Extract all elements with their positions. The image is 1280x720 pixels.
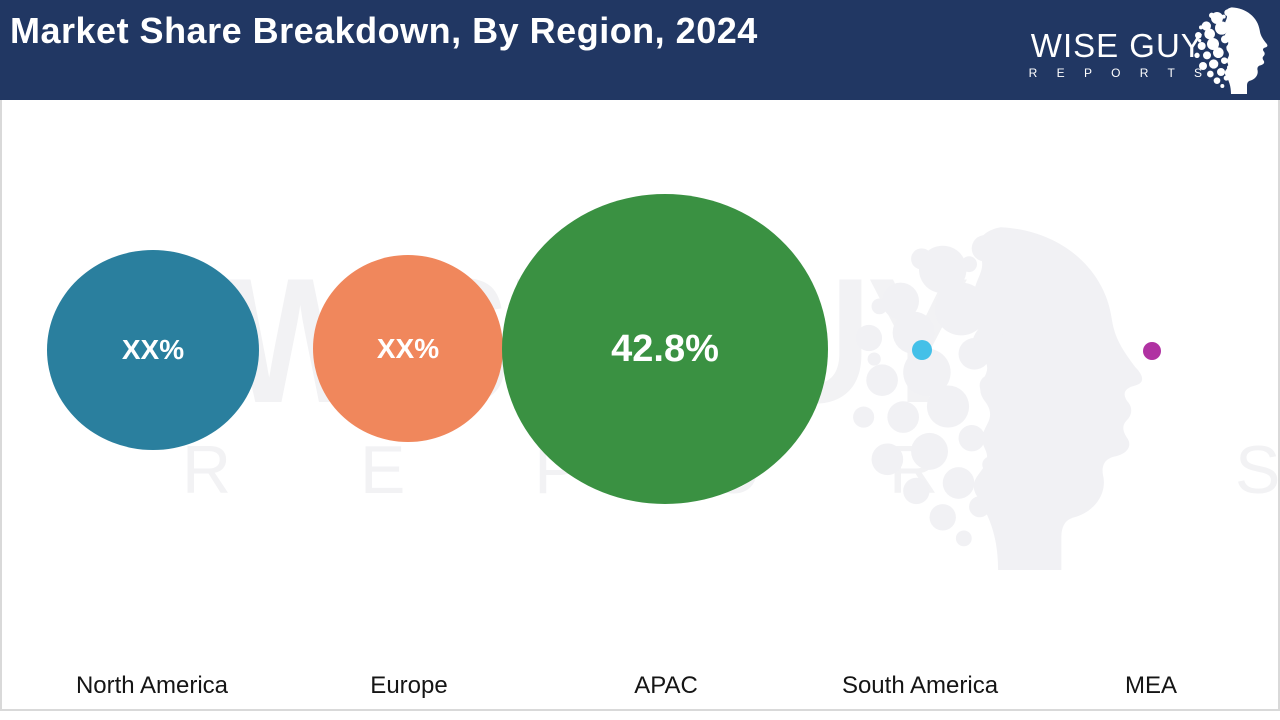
page-title: Market Share Breakdown, By Region, 2024 <box>10 10 758 51</box>
bubble-label-apac: 42.8% <box>611 327 719 370</box>
category-label-south-america: South America <box>841 672 999 699</box>
category-label-north-america: North America <box>75 672 229 699</box>
bubble-label-north-america: XX% <box>121 334 185 365</box>
category-label-europe: Europe <box>370 672 448 699</box>
category-label-apac: APAC <box>634 672 698 699</box>
bubble-europe: XX% <box>313 255 503 442</box>
brand-logo: WISE GUY R E P O R T S <box>1025 4 1274 96</box>
wise-guy-head-icon <box>1194 7 1268 94</box>
brand-name: WISE GUY <box>1030 26 1204 64</box>
brand-logo-text: WISE GUY R E P O R T S <box>1025 27 1210 80</box>
bubble-south-america <box>912 340 932 360</box>
category-label-mea: MEA <box>1124 672 1178 699</box>
brand-subtitle: R E P O R T S <box>1028 65 1210 80</box>
header-bar: Market Share Breakdown, By Region, 2024 … <box>0 0 1280 100</box>
bubble-north-america: XX% <box>47 250 259 450</box>
watermark-head-icon <box>853 227 1143 570</box>
bubble-mea <box>1143 342 1161 360</box>
bubble-label-europe: XX% <box>376 332 440 364</box>
bubble-apac: 42.8% <box>502 194 828 504</box>
